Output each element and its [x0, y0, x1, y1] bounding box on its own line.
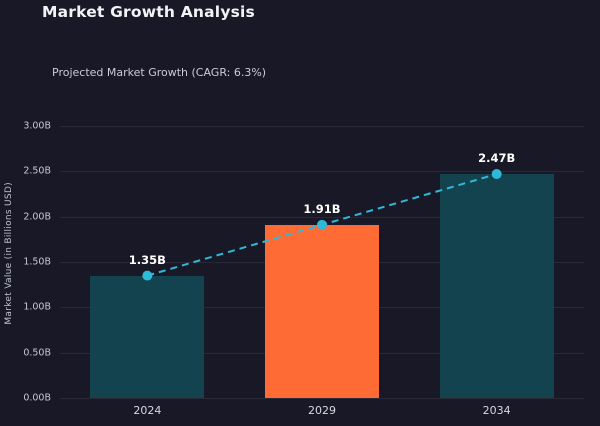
- y-tick-label: 2.00B: [23, 211, 51, 223]
- x-tick-label: 2029: [308, 404, 336, 417]
- plot-area: 0.00B 0.50B 1.00B 1.50B 2.00B 2.50B 3.00B 1.35…: [23, 121, 584, 404]
- y-tick-label: 0.50B: [23, 347, 51, 359]
- value-label: 1.35B: [128, 252, 166, 267]
- grid-line: [60, 126, 584, 127]
- y-tick-label: 1.00B: [23, 301, 51, 313]
- y-tick-label: 3.00B: [23, 120, 51, 132]
- y-axis-title: Market Value (in Billions USD): [4, 182, 14, 325]
- chart-subtitle: Projected Market Growth (CAGR: 6.3%): [52, 66, 267, 79]
- x-tick-label: 2024: [133, 404, 162, 417]
- bar-2034: [439, 174, 554, 398]
- chart-title: Market Growth Analysis: [42, 3, 255, 21]
- value-label: 1.91B: [303, 201, 341, 216]
- grid-line: [60, 398, 584, 399]
- x-tick-label: 2034: [482, 404, 511, 417]
- x-axis-ticks: 2024 2029 2034: [60, 404, 584, 420]
- bar-2029: [264, 224, 379, 398]
- bar-2024: [90, 275, 205, 398]
- grid-line: [60, 171, 584, 173]
- y-tick-label: 2.50B: [23, 165, 51, 177]
- value-label: 2.47B: [478, 151, 516, 166]
- y-tick-label: 1.50B: [23, 256, 51, 268]
- y-tick-label: 0.00B: [23, 392, 51, 404]
